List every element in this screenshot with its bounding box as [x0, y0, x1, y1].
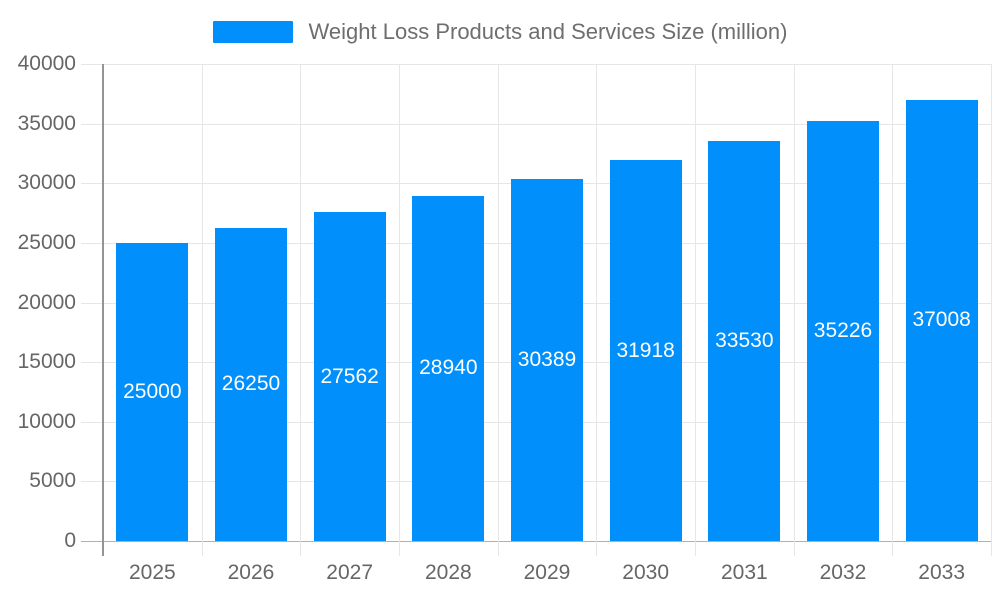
x-axis-tick — [497, 541, 499, 556]
x-axis-tick-label: 2031 — [720, 561, 768, 584]
bar-value-label: 27562 — [320, 364, 379, 388]
bar-2028[interactable]: 28940 — [412, 195, 485, 541]
x-axis-tick — [892, 541, 894, 556]
y-axis-line — [102, 64, 104, 556]
y-axis-tick-label: 15000 — [17, 350, 76, 374]
legend-series-label: Weight Loss Products and Services Size (… — [308, 19, 788, 44]
x-gridline — [497, 64, 499, 541]
x-axis-tick — [793, 541, 795, 556]
bar-value-label: 37008 — [912, 308, 971, 332]
x-gridline — [399, 64, 400, 541]
x-axis-tick-label: 2033 — [918, 561, 966, 584]
bar-2029[interactable]: 30389 — [511, 178, 583, 541]
y-axis-tick-label: 40000 — [17, 52, 76, 75]
x-axis-tick — [300, 541, 302, 556]
x-gridline — [793, 64, 795, 541]
x-axis-tick-label: 2026 — [227, 561, 275, 584]
x-axis-tick — [695, 541, 696, 556]
x-axis-tick-label: 2032 — [819, 561, 867, 584]
x-axis-tick-label: 2027 — [326, 561, 374, 584]
bar-2031[interactable]: 33530 — [708, 141, 781, 541]
bar-value-label: 35226 — [813, 318, 873, 342]
x-gridline — [991, 64, 992, 541]
x-axis-tick-label: 2025 — [128, 561, 176, 584]
bar-2027[interactable]: 27562 — [313, 212, 386, 541]
y-axis-tick-label: 35000 — [17, 111, 76, 135]
bar-value-label: 30389 — [517, 347, 577, 371]
y-axis-tick-label: 0 — [64, 529, 76, 552]
bar-value-label: 31918 — [616, 338, 675, 362]
x-axis-tick — [399, 541, 400, 556]
x-axis-tick — [596, 541, 598, 556]
y-axis-tick-label: 30000 — [17, 171, 76, 195]
x-gridline — [695, 64, 696, 541]
x-axis-tick — [991, 541, 992, 556]
x-axis-tick — [201, 541, 203, 556]
bar-2026[interactable]: 26250 — [215, 227, 287, 541]
x-gridline — [892, 64, 894, 541]
y-axis-tick-label: 5000 — [29, 469, 76, 493]
x-gridline — [596, 64, 598, 541]
bar-2032[interactable]: 35226 — [807, 120, 879, 541]
x-axis-tick-label: 2030 — [622, 561, 670, 584]
bar-2033[interactable]: 37008 — [905, 99, 978, 541]
bar-value-label: 25000 — [123, 379, 182, 403]
bar-2030[interactable]: 31918 — [609, 160, 682, 541]
bar-2025[interactable]: 25000 — [116, 242, 189, 541]
y-axis-tick-label: 20000 — [17, 290, 76, 314]
legend-color-swatch — [212, 21, 293, 43]
y-axis-tick-label: 10000 — [17, 409, 76, 433]
x-axis-tick-label: 2029 — [523, 561, 571, 584]
bar-value-label: 28940 — [419, 356, 478, 380]
bar-value-label: 33530 — [715, 329, 774, 353]
x-gridline — [300, 64, 302, 541]
chart-legend[interactable]: Weight Loss Products and Services Size (… — [0, 18, 1000, 46]
x-axis-tick-label: 2028 — [424, 561, 472, 584]
bar-value-label: 26250 — [221, 372, 281, 396]
x-axis-baseline — [81, 541, 991, 542]
y-axis-tick-label: 25000 — [17, 230, 76, 254]
y-gridline — [81, 123, 991, 125]
x-gridline — [201, 64, 203, 541]
y-gridline — [81, 64, 991, 65]
